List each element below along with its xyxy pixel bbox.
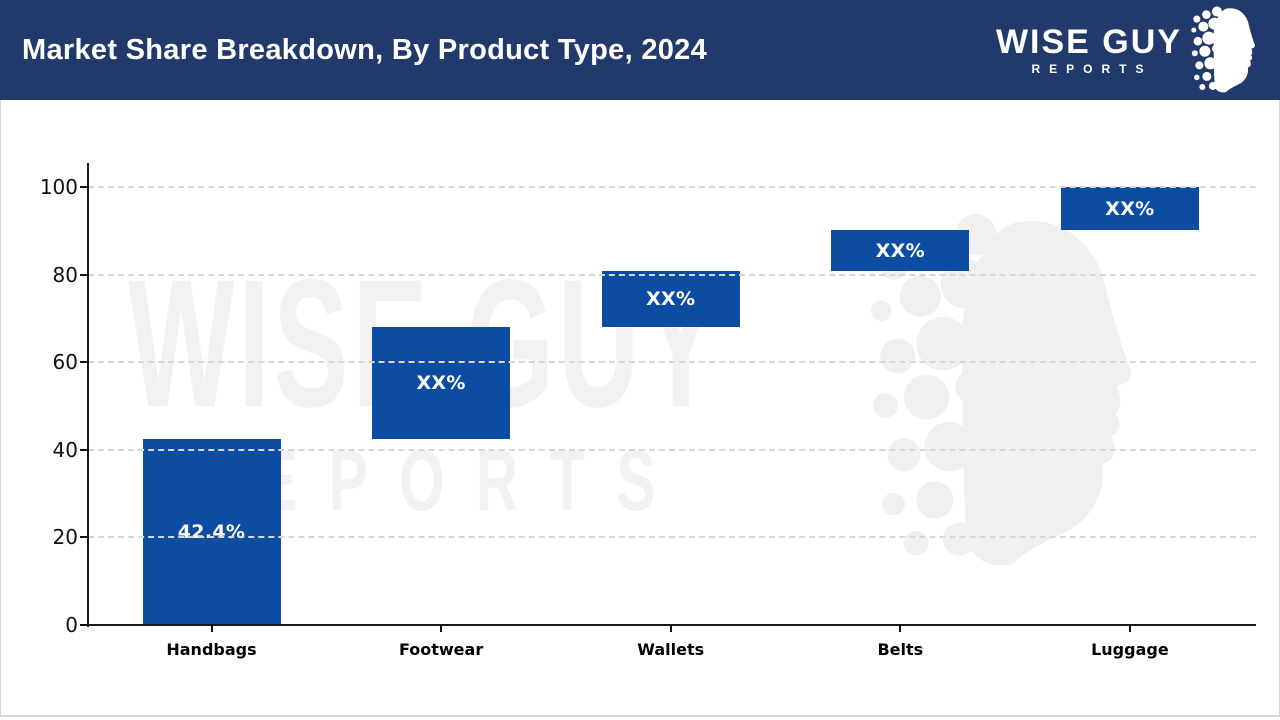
gridline-100 — [88, 186, 1256, 189]
gridline-40 — [88, 448, 1256, 451]
x-tick-mark-belts — [899, 625, 902, 632]
x-tick-label-handbags: Handbags — [166, 640, 257, 659]
y-tick-label-60: 60 — [52, 350, 78, 375]
logo-text: WISE GUY REPORTS — [996, 25, 1182, 76]
x-tick-mark-footwear — [440, 625, 443, 632]
y-axis-spine — [87, 163, 89, 627]
x-tick-mark-handbags — [210, 625, 213, 632]
x-tick-label-footwear: Footwear — [398, 640, 484, 659]
y-tick-mark-80 — [80, 273, 88, 276]
logo-subtitle: REPORTS — [1031, 61, 1153, 76]
y-tick-mark-40 — [80, 448, 88, 451]
y-tick-mark-20 — [80, 536, 88, 539]
bar-footwear: XX% — [372, 327, 511, 440]
logo-wordmark: WISE GUY — [995, 22, 1182, 61]
bar-luggage: XX% — [1060, 187, 1199, 230]
dotted-head-profile-icon — [1191, 6, 1255, 93]
bar-wallets: XX% — [601, 271, 740, 328]
y-tick-label-80: 80 — [52, 262, 78, 287]
y-tick-mark-100 — [80, 186, 88, 189]
bar-belts: XX% — [831, 230, 970, 272]
y-tick-label-100: 100 — [39, 175, 78, 200]
wise-guy-logo: WISE GUY REPORTS — [996, 6, 1266, 94]
bar-value-label-footwear: XX% — [416, 372, 466, 395]
y-tick-label-20: 20 — [52, 525, 78, 550]
x-tick-label-belts: Belts — [877, 640, 924, 659]
y-tick-label-0: 0 — [65, 613, 78, 637]
bottom-hairline — [0, 715, 1280, 717]
chart-title: Market Share Breakdown, By Product Type,… — [22, 33, 708, 66]
x-tick-label-wallets: Wallets — [637, 640, 705, 659]
bar-value-label-belts: XX% — [875, 239, 925, 262]
gridline-80 — [88, 273, 1256, 276]
x-tick-mark-wallets — [669, 625, 672, 632]
gridline-20 — [88, 536, 1256, 539]
header-banner: Market Share Breakdown, By Product Type,… — [0, 0, 1280, 100]
x-tick-mark-luggage — [1128, 625, 1131, 632]
gridline-60 — [88, 361, 1256, 364]
bar-value-label-handbags: 42.4% — [177, 521, 246, 544]
y-tick-label-40: 40 — [52, 437, 78, 462]
x-tick-label-luggage: Luggage — [1091, 640, 1169, 659]
bar-value-label-wallets: XX% — [646, 288, 696, 311]
y-tick-mark-0 — [80, 624, 88, 626]
y-tick-mark-60 — [80, 361, 88, 364]
bar-value-label-luggage: XX% — [1105, 197, 1155, 220]
bar-handbags: 42.4% — [142, 439, 281, 625]
